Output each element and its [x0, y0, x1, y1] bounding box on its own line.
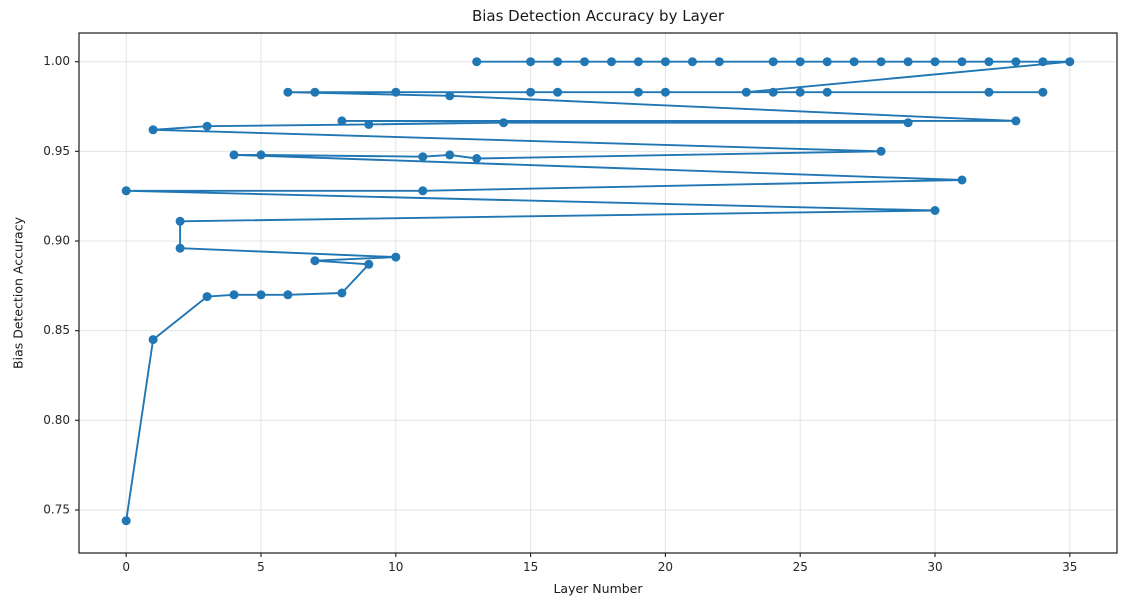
- tick-marks: [75, 61, 1071, 557]
- y-tick-labels: 0.75 0.80 0.85 0.90 0.95 1.00: [43, 54, 70, 516]
- y-tick-label: 0.90: [43, 234, 70, 248]
- axes-spines: [78, 32, 1118, 554]
- data-points: [121, 57, 1075, 526]
- x-tick-label: 5: [257, 560, 265, 574]
- x-tick-label: 10: [388, 560, 403, 574]
- gridlines: [79, 33, 1117, 553]
- data-line: [125, 60, 1071, 522]
- chart-title: Bias Detection Accuracy by Layer: [471, 7, 725, 25]
- y-tick-label: 0.95: [43, 144, 70, 158]
- x-tick-label: 15: [523, 560, 538, 574]
- y-tick-label: 0.80: [43, 413, 70, 427]
- y-axis-label: Bias Detection Accuracy: [10, 217, 26, 369]
- x-tick-label: 25: [793, 560, 808, 574]
- y-tick-label: 0.85: [43, 323, 70, 337]
- x-tick-label: 30: [927, 560, 942, 574]
- x-tick-label: 20: [658, 560, 673, 574]
- y-tick-label: 1.00: [43, 54, 70, 68]
- y-tick-label: 0.75: [43, 502, 70, 516]
- x-tick-labels: 0 5 10 15 20 25 30 35: [122, 560, 1077, 574]
- x-tick-label: 35: [1062, 560, 1077, 574]
- x-axis-label: Layer Number: [553, 581, 643, 596]
- x-tick-label: 0: [122, 560, 130, 574]
